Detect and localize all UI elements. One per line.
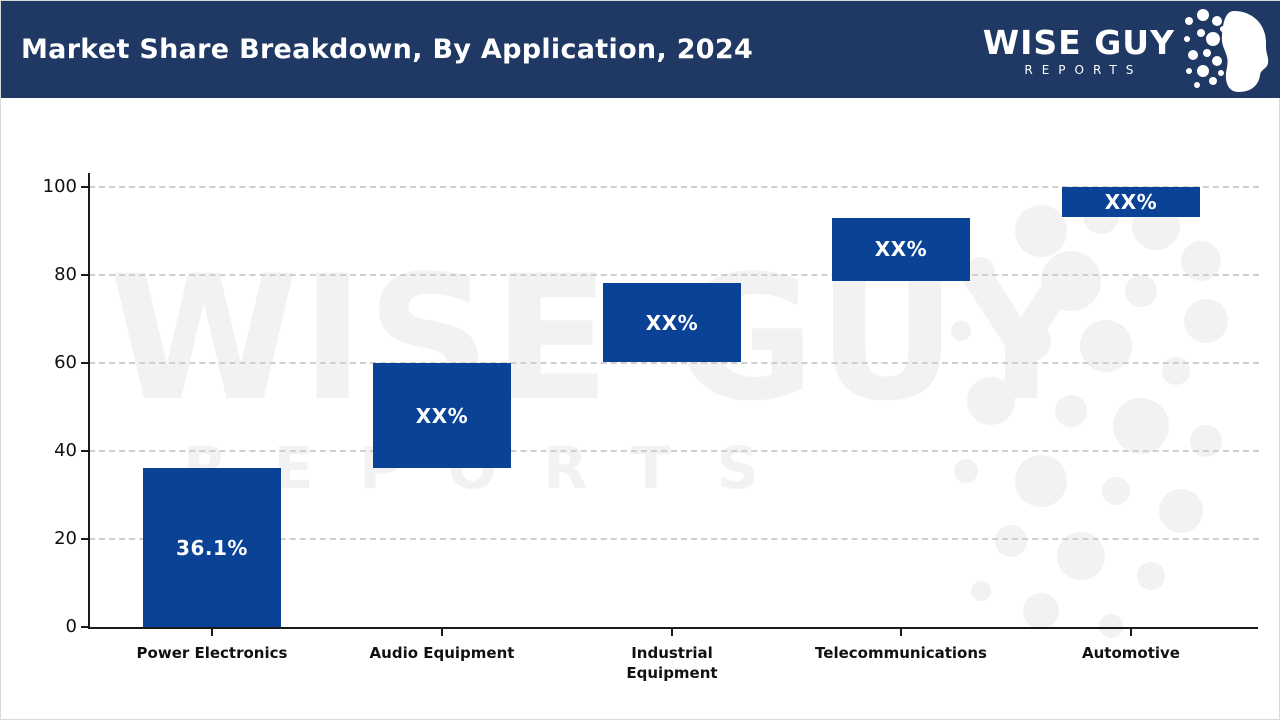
bar: 36.1%	[143, 468, 281, 627]
gridline	[89, 186, 1259, 188]
x-category-label: Telecommunications	[815, 644, 987, 662]
bar: XX%	[603, 283, 741, 362]
x-category-label: Industrial Equipment	[626, 644, 718, 682]
logo-reports-text: REPORTS	[1024, 63, 1143, 77]
logo-wordmark: WISE GUY REPORTS	[982, 23, 1175, 78]
x-category-label: Automotive	[1082, 644, 1180, 662]
bar: XX%	[373, 363, 511, 469]
logo-wordmark-text: WISE GUY	[982, 23, 1175, 62]
y-tick-label: 100	[42, 176, 77, 197]
x-tick-mark	[1130, 629, 1132, 636]
chart-area: 0 20 40 60 80 100 36.1% Power Electronics XX% Aud…	[1, 98, 1280, 721]
bar: XX%	[1062, 187, 1200, 217]
bar: XX%	[832, 217, 970, 282]
bar-value-label: XX%	[1104, 190, 1158, 215]
bar-value-label: XX%	[874, 237, 928, 262]
y-axis	[88, 173, 90, 629]
x-tick-mark	[900, 629, 902, 636]
x-tick-mark	[211, 629, 213, 636]
header: Market Share Breakdown, By Application, …	[1, 1, 1280, 98]
bar-value-label: XX%	[415, 403, 469, 428]
gridline	[89, 274, 1259, 276]
y-tick-mark	[81, 362, 89, 364]
y-tick-mark	[81, 274, 89, 276]
y-tick-label: 60	[54, 352, 77, 373]
bar-value-label: 36.1%	[176, 535, 248, 560]
x-tick-mark	[671, 629, 673, 636]
logo-head-icon	[1184, 9, 1269, 92]
y-tick-label: 0	[65, 616, 77, 637]
y-tick-mark	[81, 626, 89, 628]
gridline	[89, 450, 1259, 452]
y-tick-label: 40	[54, 440, 77, 461]
bar-value-label: XX%	[645, 310, 699, 335]
y-tick-label: 20	[54, 528, 77, 549]
y-tick-mark	[81, 538, 89, 540]
x-category-label: Audio Equipment	[369, 644, 515, 662]
y-tick-mark	[81, 450, 89, 452]
x-axis	[88, 627, 1258, 629]
gridline	[89, 362, 1259, 364]
x-category-label: Power Electronics	[136, 644, 288, 662]
logo: WISE GUY REPORTS	[983, 7, 1271, 95]
x-tick-mark	[441, 629, 443, 636]
gridline	[89, 538, 1259, 540]
y-tick-mark	[81, 186, 89, 188]
page-title: Market Share Breakdown, By Application, …	[21, 34, 754, 65]
y-tick-label: 80	[54, 264, 77, 285]
